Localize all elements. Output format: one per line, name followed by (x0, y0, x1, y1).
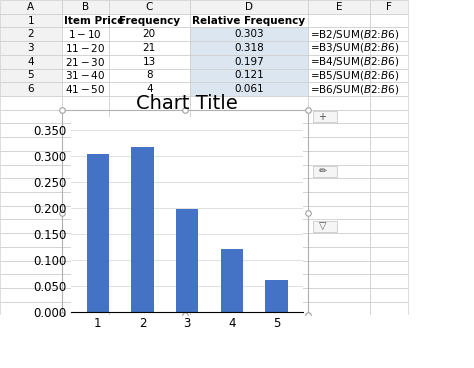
Text: 0.303: 0.303 (234, 29, 264, 39)
FancyBboxPatch shape (190, 28, 308, 41)
FancyBboxPatch shape (190, 0, 308, 14)
Text: 13: 13 (143, 57, 156, 67)
FancyBboxPatch shape (190, 68, 308, 82)
Text: 1: 1 (27, 15, 34, 25)
Text: Frequency: Frequency (119, 15, 180, 25)
Text: $1 - $10: $1 - $10 (68, 28, 102, 40)
Text: 4: 4 (27, 57, 34, 67)
Text: 0.061: 0.061 (234, 84, 264, 94)
Text: $41 - $50: $41 - $50 (65, 83, 106, 95)
FancyBboxPatch shape (62, 0, 109, 14)
Bar (176, 209, 199, 312)
Text: =B6/SUM($B$2:$B$6): =B6/SUM($B$2:$B$6) (310, 83, 400, 96)
Text: +: + (319, 112, 326, 121)
Text: ▽: ▽ (319, 221, 326, 231)
Text: 0.197: 0.197 (234, 57, 264, 67)
FancyBboxPatch shape (0, 55, 62, 68)
Text: 6: 6 (27, 84, 34, 94)
FancyBboxPatch shape (0, 41, 62, 55)
Text: E: E (336, 2, 342, 12)
Text: 2: 2 (27, 29, 34, 39)
FancyBboxPatch shape (190, 41, 308, 55)
Title: Chart Title: Chart Title (137, 94, 238, 113)
Bar (131, 146, 154, 312)
Text: 3: 3 (27, 43, 34, 53)
FancyBboxPatch shape (109, 0, 190, 14)
Text: $21 - $30: $21 - $30 (65, 56, 106, 68)
Text: 8: 8 (146, 70, 153, 81)
Bar (313, 221, 337, 232)
Bar (62, 110, 308, 315)
Text: =B3/SUM($B$2:$B$6): =B3/SUM($B$2:$B$6) (310, 42, 400, 54)
FancyBboxPatch shape (0, 82, 62, 96)
Text: 0.121: 0.121 (234, 70, 264, 81)
Bar (221, 249, 243, 312)
Text: 20: 20 (143, 29, 156, 39)
Text: Item Price: Item Price (64, 15, 124, 25)
Text: 21: 21 (143, 43, 156, 53)
FancyBboxPatch shape (370, 0, 408, 14)
Bar (265, 280, 288, 312)
Text: F: F (386, 2, 392, 12)
Text: ✏: ✏ (318, 166, 327, 176)
Text: A: A (27, 2, 35, 12)
FancyBboxPatch shape (190, 55, 308, 68)
Text: $11 - $20: $11 - $20 (65, 42, 106, 54)
FancyBboxPatch shape (0, 14, 62, 28)
FancyBboxPatch shape (308, 0, 370, 14)
Text: =B4/SUM($B$2:$B$6): =B4/SUM($B$2:$B$6) (310, 55, 400, 68)
Bar (313, 111, 337, 122)
Text: =B2/SUM($B$2:$B$6): =B2/SUM($B$2:$B$6) (310, 28, 400, 41)
FancyBboxPatch shape (0, 28, 62, 41)
Text: 4: 4 (146, 84, 153, 94)
Text: 5: 5 (27, 70, 34, 81)
FancyBboxPatch shape (190, 82, 308, 96)
Text: D: D (245, 2, 253, 12)
Text: B: B (82, 2, 89, 12)
FancyBboxPatch shape (0, 68, 62, 82)
Text: C: C (146, 2, 153, 12)
Text: 0.318: 0.318 (234, 43, 264, 53)
Text: $31 - $40: $31 - $40 (65, 70, 106, 81)
Bar (313, 166, 337, 177)
Bar (87, 155, 109, 312)
FancyBboxPatch shape (0, 0, 62, 14)
Text: =B5/SUM($B$2:$B$6): =B5/SUM($B$2:$B$6) (310, 69, 400, 82)
Text: Relative Frequency: Relative Frequency (192, 15, 305, 25)
